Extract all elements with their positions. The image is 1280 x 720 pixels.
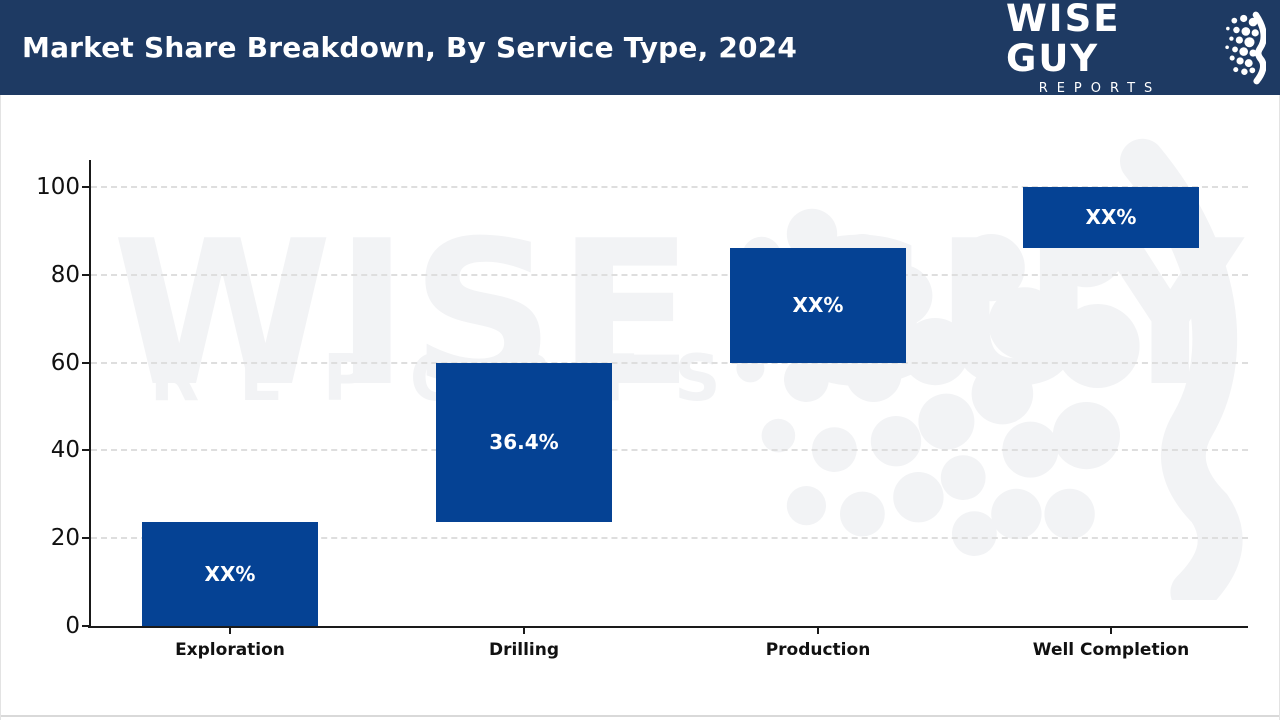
bar-value-label: XX% bbox=[792, 293, 844, 318]
brand-name: WISE GUY bbox=[1006, 0, 1121, 80]
bar-production: XX% bbox=[730, 247, 906, 363]
x-tick-mark bbox=[817, 627, 819, 634]
brand-logo-text: WISE GUY REPORTS bbox=[1006, 0, 1190, 97]
x-tick-mark bbox=[229, 627, 231, 634]
y-tick-label: 0 bbox=[65, 613, 80, 639]
gridline-60 bbox=[91, 361, 1248, 364]
gridline-80 bbox=[91, 273, 1248, 276]
bar-drilling: 36.4% bbox=[436, 362, 612, 523]
x-category-label: Well Completion bbox=[1032, 640, 1190, 660]
x-category-label: Production bbox=[765, 640, 871, 660]
x-axis-spine bbox=[88, 626, 1248, 628]
y-tick-mark bbox=[82, 625, 90, 627]
brand-face-icon bbox=[1225, 11, 1266, 85]
y-tick-mark bbox=[82, 361, 90, 364]
left-border bbox=[0, 95, 1, 720]
y-tick-mark bbox=[82, 449, 90, 452]
bar-value-label: XX% bbox=[1085, 205, 1137, 230]
bar-well-completion: XX% bbox=[1023, 187, 1199, 248]
bar-exploration: XX% bbox=[142, 522, 318, 626]
page-title: Market Share Breakdown, By Service Type,… bbox=[22, 31, 798, 64]
waterfall-chart: 0 20 40 60 80 100 XX% Exploration 36.4% Drilling X… bbox=[0, 95, 1280, 720]
header: Market Share Breakdown, By Service Type,… bbox=[0, 0, 1280, 96]
watermark-reports-text: REPORTS bbox=[150, 342, 760, 416]
x-category-label: Drilling bbox=[488, 640, 560, 660]
y-tick-label: 20 bbox=[50, 525, 80, 552]
x-tick-mark bbox=[523, 627, 525, 634]
brand-logo: WISE GUY REPORTS bbox=[1006, 0, 1266, 96]
y-tick-label: 40 bbox=[50, 437, 80, 464]
y-tick-label: 80 bbox=[50, 261, 80, 288]
gridline-40 bbox=[91, 449, 1248, 452]
bar-value-label: 36.4% bbox=[489, 430, 559, 455]
bar-value-label: XX% bbox=[204, 562, 256, 587]
brand-subtitle: REPORTS bbox=[1038, 81, 1162, 96]
y-tick-label: 60 bbox=[50, 349, 80, 376]
y-tick-mark bbox=[82, 537, 90, 540]
y-axis-spine bbox=[89, 160, 91, 628]
y-tick-mark bbox=[82, 186, 90, 188]
bottom-border bbox=[0, 715, 1280, 717]
x-category-label: Exploration bbox=[175, 640, 285, 660]
y-tick-label: 100 bbox=[36, 174, 80, 200]
x-tick-mark bbox=[1110, 627, 1112, 634]
y-tick-mark bbox=[82, 273, 90, 276]
gridline-100 bbox=[91, 186, 1248, 188]
gridline-20 bbox=[91, 537, 1248, 540]
